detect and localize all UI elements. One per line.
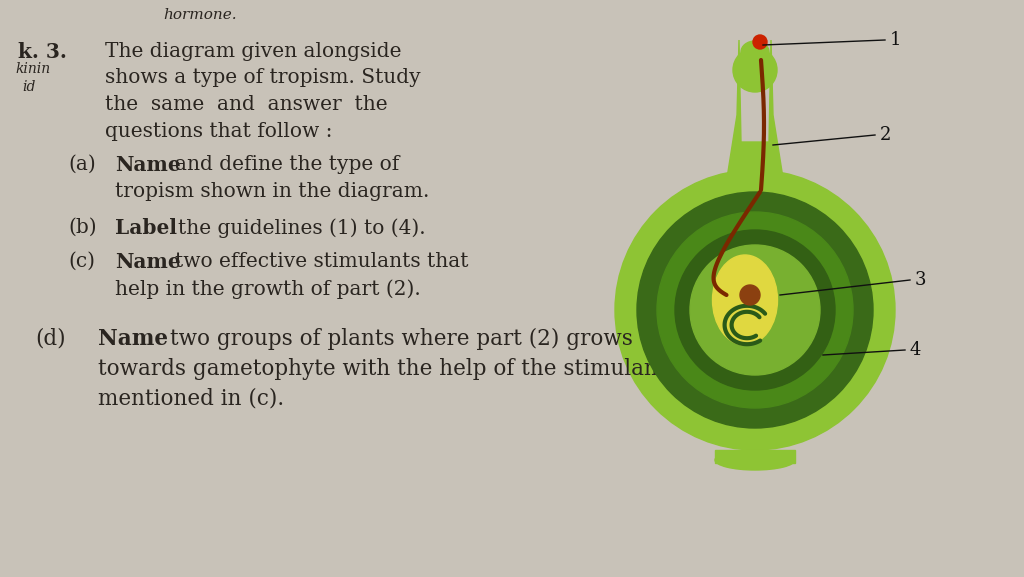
Text: 3: 3 [915, 271, 927, 289]
Text: two effective stimulants that: two effective stimulants that [175, 252, 469, 271]
Text: (b): (b) [68, 218, 96, 237]
Text: k. 3.: k. 3. [18, 42, 67, 62]
Text: The diagram given alongside: The diagram given alongside [105, 42, 401, 61]
Circle shape [675, 230, 835, 390]
Text: 4: 4 [910, 341, 922, 359]
Text: 1: 1 [890, 31, 901, 49]
Text: hormone.: hormone. [163, 8, 237, 22]
Text: id: id [22, 80, 36, 94]
Text: Name: Name [115, 252, 181, 272]
Text: 2: 2 [880, 126, 891, 144]
Text: (c): (c) [68, 252, 95, 271]
Polygon shape [727, 40, 783, 178]
Text: Name: Name [115, 155, 181, 175]
Text: mentioned in (c).: mentioned in (c). [98, 388, 284, 410]
Text: (d): (d) [35, 328, 66, 350]
Text: Label: Label [115, 218, 177, 238]
Circle shape [733, 48, 777, 92]
Text: help in the growth of part (2).: help in the growth of part (2). [115, 279, 421, 299]
Circle shape [753, 35, 767, 49]
Text: and define the type of: and define the type of [175, 155, 399, 174]
Ellipse shape [741, 41, 769, 63]
Text: the guidelines (1) to (4).: the guidelines (1) to (4). [178, 218, 426, 238]
Circle shape [657, 212, 853, 408]
Text: shows a type of tropism. Study: shows a type of tropism. Study [105, 68, 421, 87]
Ellipse shape [715, 450, 795, 470]
Polygon shape [715, 450, 795, 463]
Circle shape [690, 245, 820, 375]
Circle shape [740, 285, 760, 305]
Text: the  same  and  answer  the: the same and answer the [105, 95, 388, 114]
Ellipse shape [713, 255, 777, 345]
Text: kinin: kinin [15, 62, 50, 76]
Circle shape [637, 192, 873, 428]
Text: Name: Name [98, 328, 168, 350]
Circle shape [615, 170, 895, 450]
Text: tropism shown in the diagram.: tropism shown in the diagram. [115, 182, 429, 201]
Text: two groups of plants where part (2) grows: two groups of plants where part (2) grow… [170, 328, 633, 350]
Text: questions that follow :: questions that follow : [105, 122, 333, 141]
Text: towards gametophyte with the help of the stimulants: towards gametophyte with the help of the… [98, 358, 678, 380]
Text: (a): (a) [68, 155, 96, 174]
